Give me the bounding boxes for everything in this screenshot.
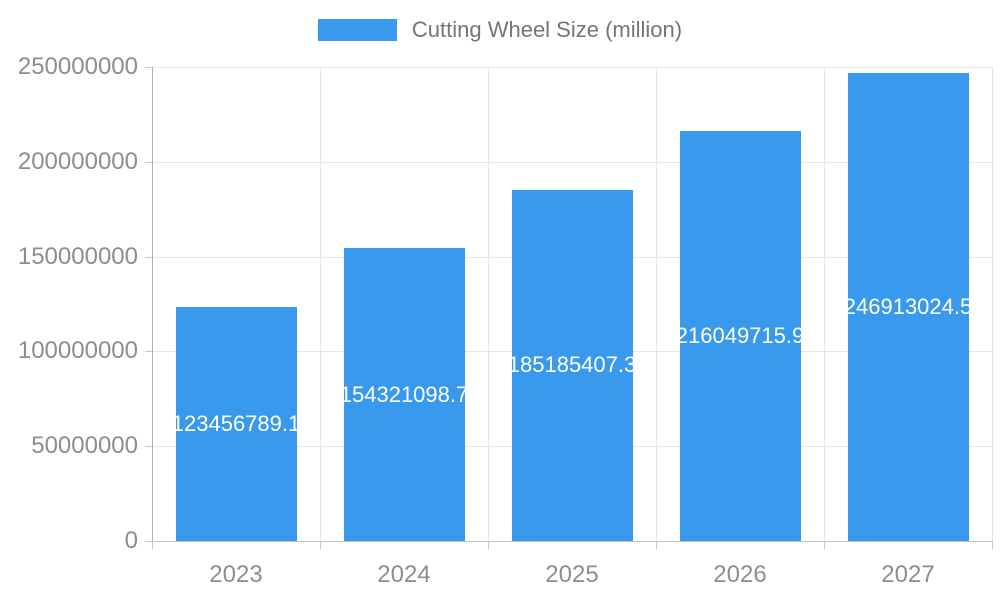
x-tick	[656, 541, 657, 549]
bar-2024[interactable]: 154321098.7	[343, 248, 465, 541]
x-tick	[320, 541, 321, 549]
gridline-vertical	[320, 67, 321, 541]
plot-area: 123456789.1 154321098.7 185185407.3 2160497…	[152, 67, 993, 541]
y-tick-label: 50000000	[31, 432, 138, 460]
bar-value-label: 123456789.1	[175, 410, 297, 436]
y-tick	[145, 256, 152, 258]
y-tick	[145, 161, 152, 163]
y-tick-label: 200000000	[17, 147, 138, 175]
y-tick	[145, 351, 152, 353]
gridline-horizontal	[152, 161, 992, 163]
x-tick	[152, 541, 153, 549]
legend-swatch-icon	[317, 19, 397, 41]
y-tick-label: 0	[124, 527, 138, 554]
bar-value-label: 246913024.5	[847, 293, 969, 319]
y-tick-label: 100000000	[17, 337, 138, 365]
y-tick	[145, 541, 152, 542]
legend[interactable]: Cutting Wheel Size (million)	[0, 17, 1000, 43]
gridline-horizontal	[152, 67, 992, 68]
gridline-vertical	[824, 67, 825, 541]
bar-value-label: 154321098.7	[343, 381, 465, 407]
x-tick-label-2023: 2023	[209, 561, 263, 588]
y-tick	[145, 446, 152, 448]
x-tick-label-2025: 2025	[545, 561, 599, 588]
legend-label: Cutting Wheel Size (million)	[411, 17, 683, 42]
y-axis-line	[152, 67, 153, 549]
x-tick-label-2024: 2024	[377, 561, 431, 588]
bar-2027[interactable]: 246913024.5	[847, 72, 969, 541]
gridline-vertical	[656, 67, 657, 541]
x-tick	[488, 541, 489, 549]
bar-2025[interactable]: 185185407.3	[511, 189, 633, 541]
gridline-vertical	[488, 67, 489, 541]
x-tick	[992, 541, 993, 549]
x-tick-label-2027: 2027	[881, 561, 935, 588]
y-tick	[145, 67, 152, 68]
y-tick-label: 250000000	[17, 53, 138, 80]
x-tick	[824, 541, 825, 549]
bar-2026[interactable]: 216049715.9	[679, 131, 801, 541]
bar-value-label: 216049715.9	[679, 323, 801, 349]
bar-value-label: 185185407.3	[511, 352, 633, 378]
x-axis-line	[152, 541, 993, 542]
x-tick-label-2026: 2026	[713, 561, 767, 588]
gridline-vertical	[992, 67, 993, 541]
y-tick-label: 150000000	[17, 242, 138, 270]
bar-2023[interactable]: 123456789.1	[175, 306, 297, 541]
